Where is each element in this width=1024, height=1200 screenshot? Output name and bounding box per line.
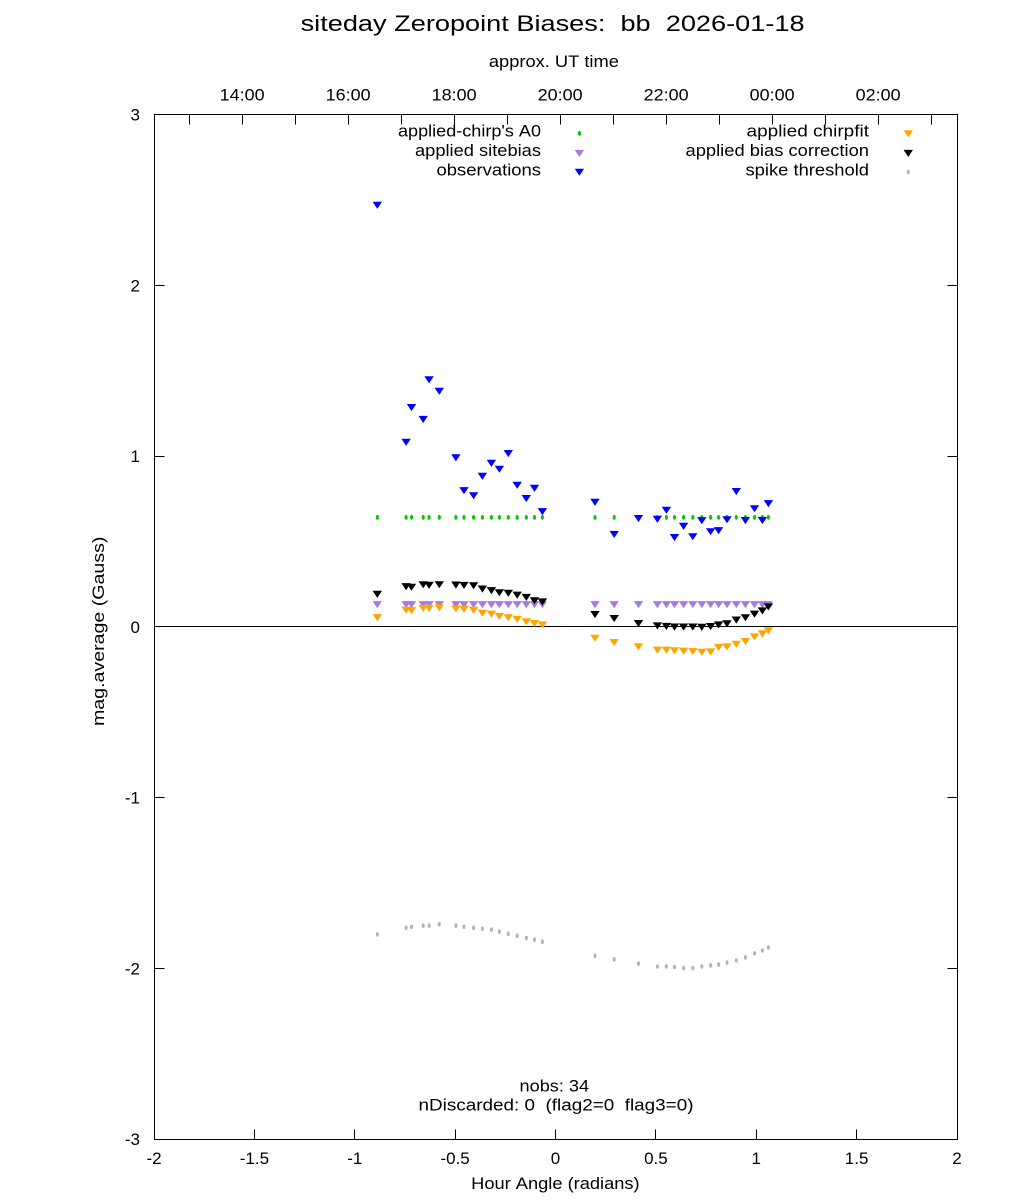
svg-text:-1: -1: [347, 1149, 362, 1168]
svg-text:nDiscarded: 0 (flag2=0 flag3: nDiscarded: 0 (flag2=0 flag3=0): [419, 1096, 694, 1115]
svg-text:20:00: 20:00: [538, 85, 583, 104]
svg-text:-2: -2: [125, 960, 140, 979]
svg-text:siteday Zeropoint Biases: bb: siteday Zeropoint Biases: bb 2026-01-18: [301, 11, 805, 36]
svg-text:applied sitebias: applied sitebias: [415, 141, 541, 160]
svg-text:observations: observations: [437, 160, 542, 179]
svg-text:02:00: 02:00: [856, 85, 901, 104]
svg-text:1: 1: [131, 447, 140, 466]
svg-text:approx. UT time: approx. UT time: [489, 52, 619, 71]
svg-text:-2: -2: [146, 1149, 161, 1168]
svg-text:spike threshold: spike threshold: [746, 160, 870, 179]
svg-text:18:00: 18:00: [432, 85, 477, 104]
svg-text:-1: -1: [125, 789, 140, 808]
svg-text:applied bias correction: applied bias correction: [686, 141, 870, 160]
svg-text:00:00: 00:00: [750, 85, 795, 104]
svg-text:0.5: 0.5: [644, 1149, 668, 1168]
svg-text:-3: -3: [125, 1130, 140, 1149]
svg-text:0: 0: [551, 1149, 560, 1168]
svg-text:nobs: 34: nobs: 34: [520, 1077, 590, 1096]
svg-text:1.5: 1.5: [845, 1149, 869, 1168]
svg-text:applied-chirp's A0: applied-chirp's A0: [398, 121, 541, 140]
svg-text:mag.average (Gauss): mag.average (Gauss): [89, 537, 108, 727]
svg-text:22:00: 22:00: [644, 85, 689, 104]
svg-text:2: 2: [952, 1149, 961, 1168]
svg-text:16:00: 16:00: [326, 85, 371, 104]
svg-text:1: 1: [751, 1149, 760, 1168]
svg-text:14:00: 14:00: [220, 85, 265, 104]
svg-text:applied chirpfit: applied chirpfit: [747, 121, 870, 140]
svg-text:0: 0: [131, 618, 140, 637]
svg-text:-0.5: -0.5: [440, 1149, 469, 1168]
svg-text:2: 2: [131, 276, 140, 295]
svg-text:-1.5: -1.5: [240, 1149, 269, 1168]
svg-text:Hour Angle (radians): Hour Angle (radians): [471, 1174, 640, 1193]
svg-text:3: 3: [131, 106, 140, 125]
